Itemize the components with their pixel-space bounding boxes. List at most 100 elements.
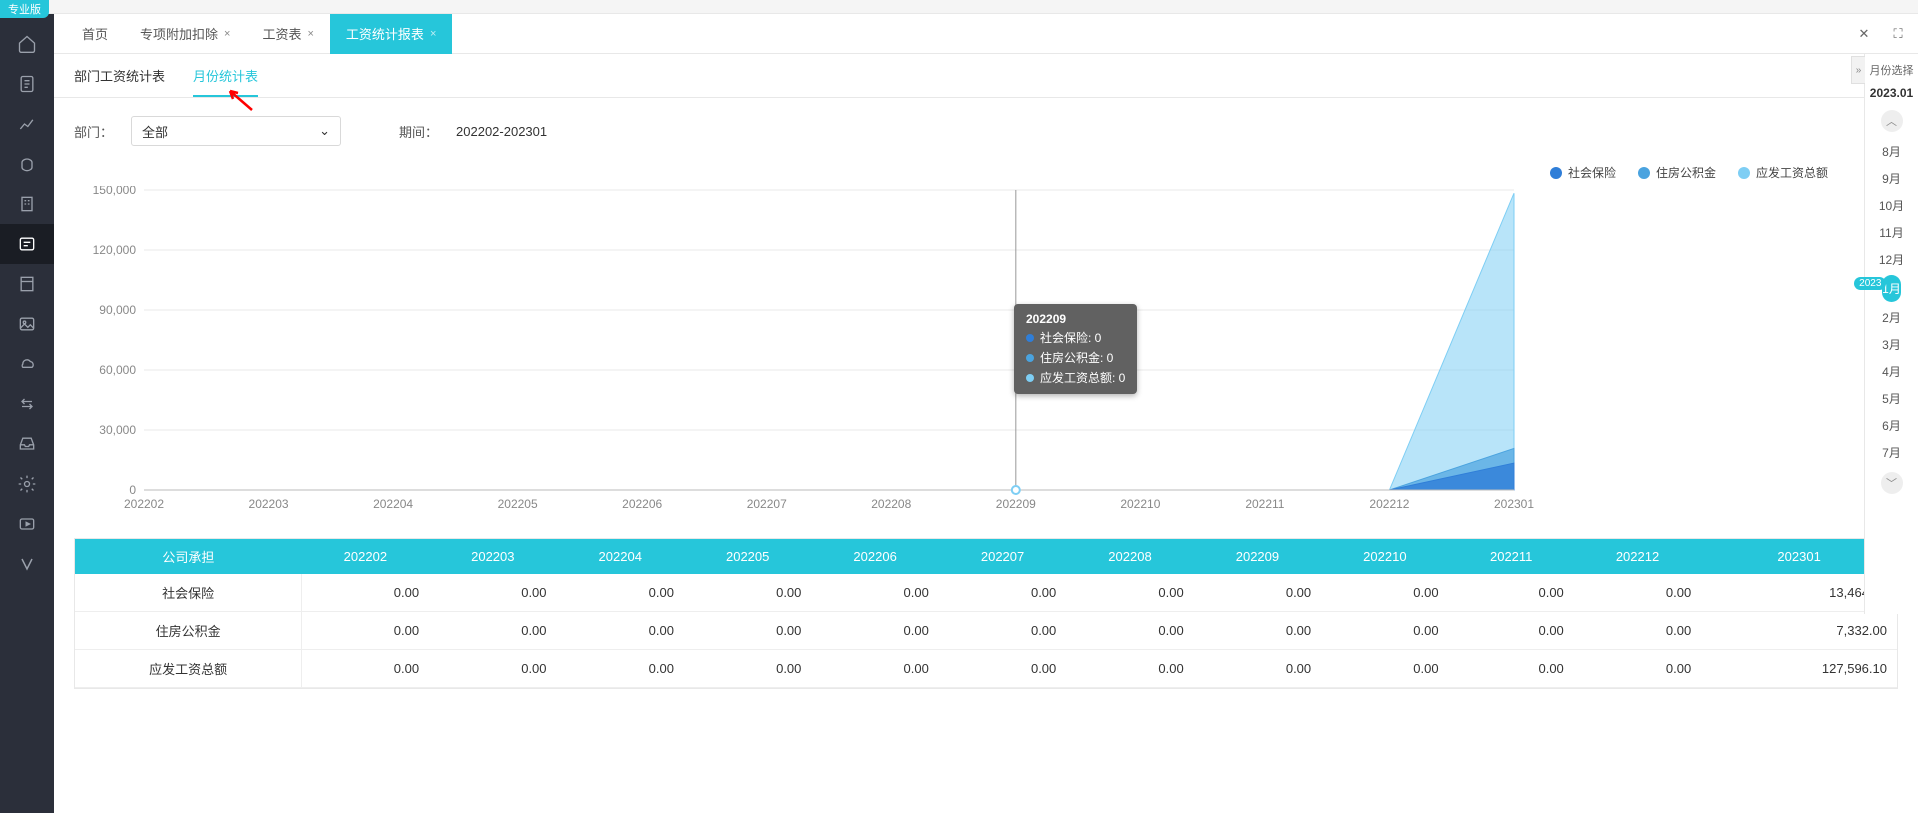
tab-close-icon[interactable]: × [430, 28, 436, 40]
panel-collapse-button[interactable]: » [1851, 56, 1865, 84]
month-item[interactable]: 3月 [1876, 331, 1907, 358]
row-label: 应发工资总额 [75, 650, 302, 688]
period-value: 202202-202301 [456, 124, 547, 139]
sidebar-settings-icon[interactable] [0, 464, 54, 504]
month-item[interactable]: 12月 [1876, 246, 1907, 273]
tooltip-row: 社会保险: 0 [1026, 329, 1125, 346]
tab-close-icon[interactable]: × [224, 28, 230, 40]
row-label: 住房公积金 [75, 612, 302, 650]
cell: 0.00 [429, 574, 556, 612]
tab-label: 工资统计报表 [346, 24, 424, 43]
cell: 0.00 [557, 650, 684, 688]
sidebar-image-icon[interactable] [0, 304, 54, 344]
svg-text:90,000: 90,000 [99, 303, 136, 317]
sidebar-video-icon[interactable] [0, 504, 54, 544]
table-header: 202202 [302, 539, 429, 574]
svg-text:202211: 202211 [1245, 497, 1284, 511]
cell: 0.00 [1066, 574, 1193, 612]
month-item[interactable]: 11月 [1876, 219, 1907, 246]
sidebar-home-icon[interactable] [0, 24, 54, 64]
cell: 0.00 [302, 612, 429, 650]
month-item[interactable]: 7月 [1876, 439, 1907, 466]
cell: 0.00 [684, 574, 811, 612]
sidebar-template-icon[interactable] [0, 264, 54, 304]
subtab-0[interactable]: 部门工资统计表 [74, 66, 165, 97]
cell: 0.00 [1449, 574, 1574, 612]
table-header-first: 公司承担 [75, 539, 302, 574]
month-item[interactable]: 4月 [1876, 358, 1907, 385]
dept-select[interactable]: 全部 ⌄ [131, 116, 341, 146]
cell: 0.00 [1574, 574, 1701, 612]
cell: 0.00 [1449, 612, 1574, 650]
table-header: 202210 [1321, 539, 1448, 574]
table-header: 202203 [429, 539, 556, 574]
month-item[interactable]: 1月2023 [1882, 275, 1901, 302]
month-item[interactable]: 2月 [1876, 304, 1907, 331]
month-down-button[interactable]: ﹀ [1881, 472, 1903, 494]
sidebar-v-icon[interactable] [0, 544, 54, 584]
legend-label: 应发工资总额 [1756, 164, 1828, 181]
svg-text:60,000: 60,000 [99, 363, 136, 377]
cell: 0.00 [1574, 612, 1701, 650]
svg-text:150,000: 150,000 [93, 186, 137, 197]
sidebar-inbox-icon[interactable] [0, 424, 54, 464]
tooltip-dot-icon [1026, 374, 1034, 382]
cell: 0.00 [1194, 612, 1321, 650]
legend-label: 社会保险 [1568, 164, 1616, 181]
month-item[interactable]: 5月 [1876, 385, 1907, 412]
sidebar-chart-icon[interactable] [0, 104, 54, 144]
chart-legend: 社会保险 住房公积金 应发工资总额 [1550, 164, 1828, 181]
tab-0[interactable]: 首页 [66, 14, 124, 54]
legend-label: 住房公积金 [1656, 164, 1716, 181]
close-all-icon[interactable]: ✕ [1854, 24, 1874, 44]
month-item[interactable]: 6月 [1876, 412, 1907, 439]
legend-item[interactable]: 应发工资总额 [1738, 164, 1828, 181]
filter-row: 部门： 全部 ⌄ 期间： 202202-202301 [54, 98, 1918, 154]
chart-canvas: 030,00060,00090,000120,000150,0002022022… [74, 186, 1534, 520]
svg-text:202210: 202210 [1120, 497, 1160, 511]
cell: 0.00 [557, 574, 684, 612]
month-panel: » 月份选择 2023.01 ︿ 8月9月10月11月12月1月20232月3月… [1864, 54, 1918, 614]
chart-tooltip: 202209 社会保险: 0住房公积金: 0应发工资总额: 0 [1014, 304, 1137, 394]
tab-close-icon[interactable]: × [307, 28, 313, 40]
tooltip-row: 应发工资总额: 0 [1026, 369, 1125, 386]
sidebar-salary-icon[interactable] [0, 224, 54, 264]
cell: 7,332.00 [1701, 612, 1897, 650]
month-panel-head: 月份选择 [1870, 58, 1914, 82]
sidebar-doc-icon[interactable] [0, 64, 54, 104]
legend-item[interactable]: 社会保险 [1550, 164, 1616, 181]
month-item[interactable]: 8月 [1876, 138, 1907, 165]
table-row: 应发工资总额0.000.000.000.000.000.000.000.000.… [75, 650, 1897, 688]
cell: 0.00 [1574, 650, 1701, 688]
svg-text:0: 0 [129, 483, 136, 497]
tab-1[interactable]: 专项附加扣除× [124, 14, 246, 54]
tab-2[interactable]: 工资表 × [246, 14, 329, 54]
cell: 0.00 [1321, 650, 1448, 688]
tooltip-dot-icon [1026, 334, 1034, 342]
subtab-1[interactable]: 月份统计表 [193, 66, 258, 97]
tab-label: 工资表 [262, 24, 301, 43]
edition-badge: 专业版 [0, 0, 49, 18]
cell: 0.00 [684, 612, 811, 650]
tooltip-dot-icon [1026, 354, 1034, 362]
cell: 0.00 [1321, 574, 1448, 612]
legend-dot-icon [1738, 167, 1750, 179]
cell: 0.00 [1194, 650, 1321, 688]
sidebar-cloud-icon[interactable] [0, 344, 54, 384]
legend-dot-icon [1550, 167, 1562, 179]
svg-text:202301: 202301 [1494, 497, 1534, 511]
month-item[interactable]: 9月 [1876, 165, 1907, 192]
month-item[interactable]: 10月 [1876, 192, 1907, 219]
tooltip-label: 社会保险: 0 [1040, 329, 1101, 346]
legend-item[interactable]: 住房公积金 [1638, 164, 1716, 181]
fullscreen-icon[interactable]: ⛶ [1888, 24, 1908, 44]
tab-3[interactable]: 工资统计报表 × [330, 14, 452, 54]
svg-text:202205: 202205 [498, 497, 538, 511]
month-up-button[interactable]: ︿ [1881, 110, 1903, 132]
main: 首页专项附加扣除×工资表×工资统计报表× ✕ ⛶ 部门工资统计表月份统计表 ↻ … [54, 14, 1918, 813]
sidebar-building-icon[interactable] [0, 184, 54, 224]
table-header: 202206 [811, 539, 938, 574]
sidebar-money-icon[interactable] [0, 144, 54, 184]
table-row: 住房公积金0.000.000.000.000.000.000.000.000.0… [75, 612, 1897, 650]
sidebar-transfer-icon[interactable] [0, 384, 54, 424]
